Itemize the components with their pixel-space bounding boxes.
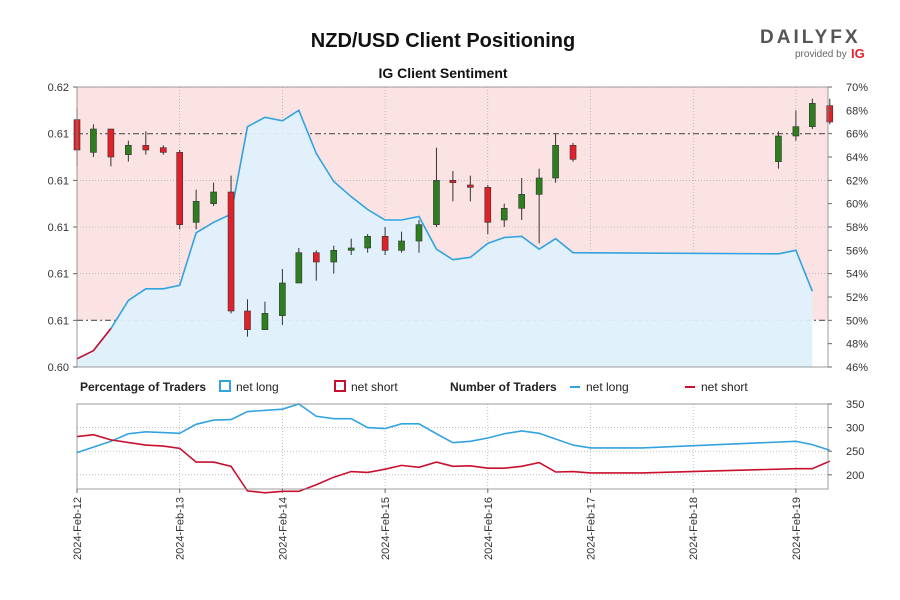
right-tick-label: 64% xyxy=(846,152,868,164)
candle xyxy=(500,208,508,221)
candle xyxy=(518,194,525,209)
candle xyxy=(142,145,150,151)
right-tick-label: 200 xyxy=(846,470,864,482)
chart-subtitle: IG Client Sentiment xyxy=(378,65,507,81)
x-tick-label: 2024-Feb-18 xyxy=(688,497,700,560)
candle xyxy=(449,180,457,183)
net-long-pct-line xyxy=(76,109,814,360)
lower-panel: 200 250 300 350 2024-Feb-12 2024-Feb-13 2024-F… xyxy=(72,399,864,560)
right-tick-label: 70% xyxy=(846,82,868,94)
left-tick-label: 0.61 xyxy=(48,222,69,234)
x-tick-label: 2024-Feb-16 xyxy=(483,497,495,560)
candle xyxy=(552,145,559,179)
legend-pct-title: Percentage of Traders xyxy=(80,380,206,394)
net-long-count-line xyxy=(76,403,831,454)
brand-logo-text: DAILYFX xyxy=(760,27,861,48)
right-tick-label: 66% xyxy=(846,129,868,141)
right-tick-label: 350 xyxy=(846,399,864,411)
right-tick-label: 250 xyxy=(846,446,864,458)
candle xyxy=(347,247,355,251)
right-tick-label: 60% xyxy=(846,199,868,211)
net-short-count-line xyxy=(76,433,831,494)
candle xyxy=(295,252,303,284)
x-tick-label: 2024-Feb-12 xyxy=(72,497,84,560)
candle xyxy=(415,224,423,242)
legend: Percentage of Traders net long net short… xyxy=(80,380,748,394)
left-tick-label: 0.60 xyxy=(48,362,69,374)
left-tick-label: 0.61 xyxy=(48,175,69,187)
candle xyxy=(125,145,132,155)
dailyfx-logo: DAILYFX provided by IG xyxy=(760,27,865,61)
right-tick-label: 54% xyxy=(846,269,868,281)
x-tick-label: 2024-Feb-15 xyxy=(380,497,392,560)
candle xyxy=(398,240,405,251)
x-tick-label: 2024-Feb-14 xyxy=(277,497,289,560)
legend-num-short-label: net short xyxy=(701,380,748,394)
right-tick-label: 300 xyxy=(846,423,864,435)
left-tick-label: 0.61 xyxy=(48,129,69,141)
left-tick-label: 0.62 xyxy=(48,82,69,94)
legend-num-long-label: net long xyxy=(586,380,629,394)
right-tick-label: 46% xyxy=(846,362,868,374)
right-tick-label: 68% xyxy=(846,105,868,117)
candle xyxy=(775,135,782,162)
candle xyxy=(381,236,389,251)
right-tick-label: 48% xyxy=(846,339,868,351)
x-tick-label: 2024-Feb-17 xyxy=(586,497,598,560)
candle xyxy=(364,236,371,249)
candle xyxy=(210,191,217,204)
candle xyxy=(90,128,97,153)
x-tick-label: 2024-Feb-13 xyxy=(175,497,187,560)
legend-num-title: Number of Traders xyxy=(450,380,557,394)
chart-title: NZD/USD Client Positioning xyxy=(311,30,575,52)
legend-pct-long-label: net long xyxy=(236,380,279,394)
candle xyxy=(244,310,251,330)
right-tick-label: 52% xyxy=(846,292,868,304)
right-tick-label: 62% xyxy=(846,175,868,187)
candle xyxy=(261,313,269,330)
net-long-pct-below-50-segment xyxy=(76,328,112,360)
candle xyxy=(484,187,492,223)
lower-frame xyxy=(76,403,829,490)
candle xyxy=(107,128,115,158)
candle xyxy=(433,180,440,225)
right-tick-label: 56% xyxy=(846,245,868,257)
main-panel: 0.60 0.61 0.61 0.61 0.61 0.61 0.62 46% 48% 50% 52%… xyxy=(48,82,869,374)
brand-provided-by: provided by xyxy=(795,49,847,60)
right-tick-label: 50% xyxy=(846,315,868,327)
candle xyxy=(279,282,286,316)
candle xyxy=(467,184,474,188)
left-tick-label: 0.61 xyxy=(48,269,69,281)
x-tick-label: 2024-Feb-19 xyxy=(791,497,803,560)
candle xyxy=(826,105,834,123)
left-tick-label: 0.61 xyxy=(48,315,69,327)
candle xyxy=(809,103,816,127)
candle xyxy=(159,147,167,153)
right-tick-label: 58% xyxy=(846,222,868,234)
candle xyxy=(330,250,338,263)
legend-pct-short-swatch xyxy=(334,380,346,392)
legend-pct-long-swatch xyxy=(219,380,231,392)
candle xyxy=(535,177,543,195)
net-long-area xyxy=(77,110,813,367)
legend-pct-short-label: net short xyxy=(351,380,398,394)
candle xyxy=(192,201,200,223)
candle xyxy=(176,152,183,225)
candle xyxy=(227,191,235,312)
candle xyxy=(312,252,320,263)
candle xyxy=(792,126,800,137)
candle xyxy=(569,145,577,160)
brand-ig: IG xyxy=(851,46,865,61)
